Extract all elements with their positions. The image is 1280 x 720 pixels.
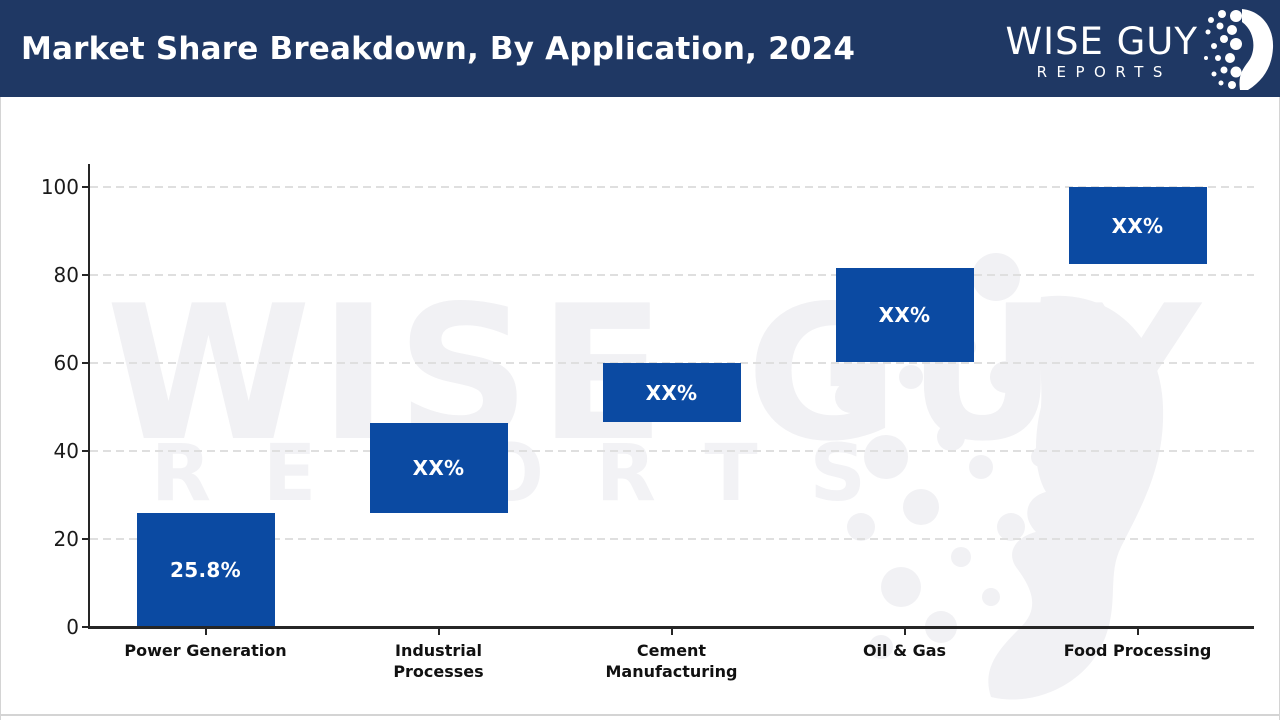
bar-industrial-processes: XX%	[369, 423, 508, 513]
y-axis	[88, 164, 90, 628]
y-tick-label-0: 0	[66, 615, 79, 639]
x-tick-3	[903, 629, 906, 635]
y-tick-100	[82, 186, 89, 188]
gridline-20	[90, 538, 1254, 540]
x-tick-1	[437, 629, 440, 635]
y-tick-label-20: 20	[53, 527, 79, 551]
bar-value-label: XX%	[645, 380, 698, 405]
y-tick-label-60: 60	[53, 351, 79, 375]
bar-food-processing: XX%	[1068, 187, 1207, 264]
y-tick-label-40: 40	[53, 439, 79, 463]
x-category-label: Industrial Processes	[393, 641, 484, 681]
bar-value-label: XX%	[412, 455, 465, 480]
chart-area: WISE GUY REPORTS 0 20 40 60 80 100 25.8% XX% XX%…	[0, 97, 1280, 720]
y-tick-label-80: 80	[53, 263, 79, 287]
bar-value-label: XX%	[1111, 213, 1164, 238]
bar-oil-gas: XX%	[835, 267, 974, 362]
logo-face-icon	[1204, 9, 1274, 90]
bottom-border	[1, 714, 1280, 716]
gridline-40	[90, 450, 1254, 452]
y-tick-80	[82, 274, 89, 276]
y-tick-40	[82, 450, 89, 452]
x-axis	[88, 626, 1254, 629]
x-category-label: Oil & Gas	[862, 641, 947, 660]
bar-power-generation: 25.8%	[136, 513, 275, 627]
y-tick-20	[82, 538, 89, 540]
bar-cement-manufacturing: XX%	[602, 363, 741, 423]
x-tick-2	[670, 629, 673, 635]
wiseguy-logo: WISE GUY REPORTS	[1006, 4, 1274, 94]
header-bar: Market Share Breakdown, By Application, …	[0, 0, 1280, 97]
gridline-80	[90, 274, 1254, 276]
bar-value-label: 25.8%	[170, 558, 241, 583]
x-tick-4	[1136, 629, 1139, 635]
x-category-label: Power Generation	[124, 641, 287, 660]
chart-title: Market Share Breakdown, By Application, …	[21, 30, 856, 67]
x-category-label: Food Processing	[1063, 641, 1212, 660]
y-tick-0	[82, 626, 89, 628]
y-tick-label-100: 100	[40, 175, 79, 199]
bar-value-label: XX%	[878, 302, 931, 327]
logo-text: WISE GUY REPORTS	[1005, 20, 1198, 82]
gridline-100	[90, 186, 1254, 188]
x-category-label: Cement Manufacturing	[605, 641, 738, 681]
logo-wordmark: WISE GUY	[1005, 20, 1198, 63]
x-tick-0	[204, 629, 207, 635]
y-tick-60	[82, 362, 89, 364]
logo-subtitle: REPORTS	[1036, 63, 1172, 81]
